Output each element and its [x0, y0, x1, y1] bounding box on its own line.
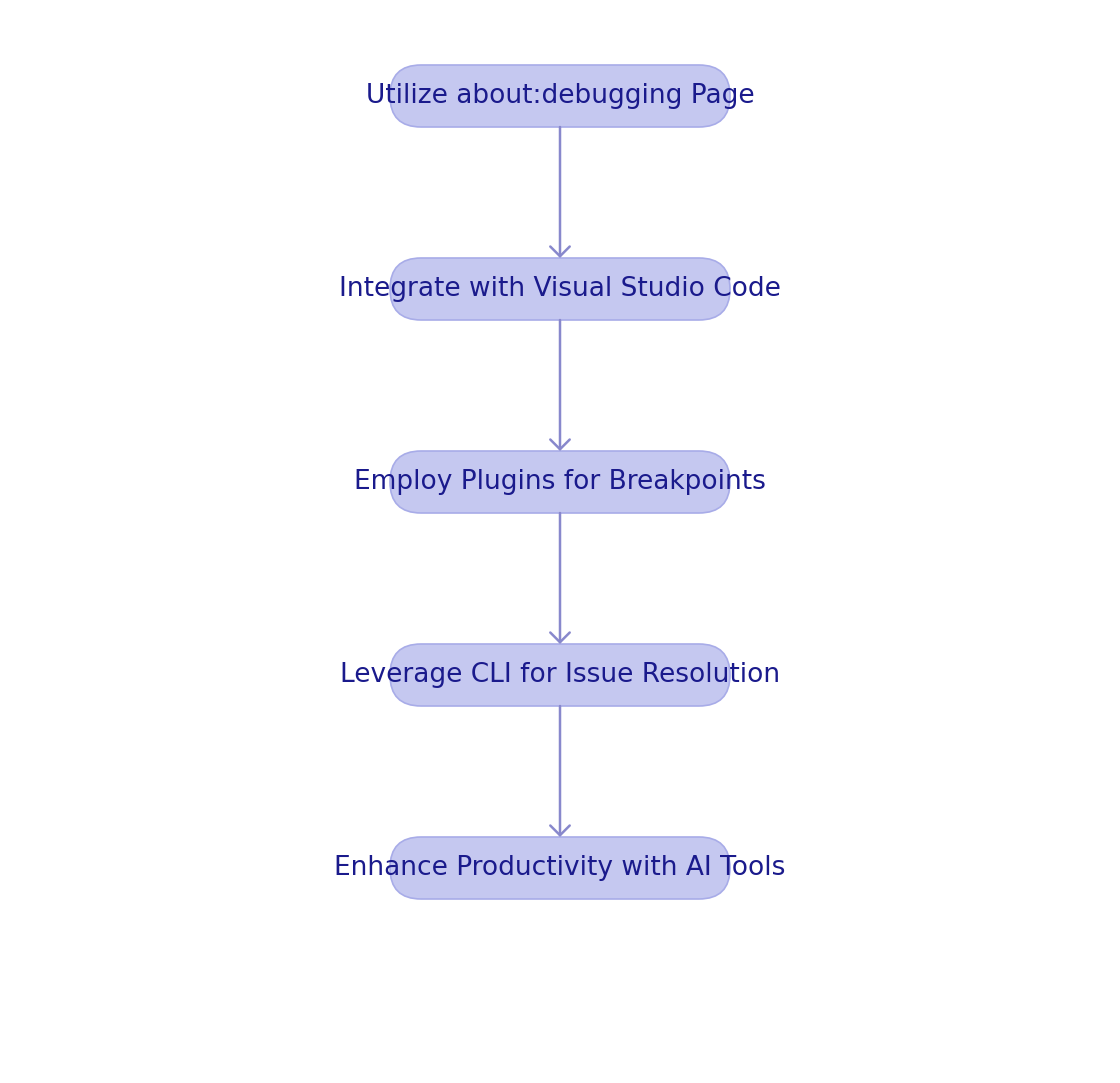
- Text: Enhance Productivity with AI Tools: Enhance Productivity with AI Tools: [334, 854, 786, 880]
- FancyBboxPatch shape: [390, 451, 730, 513]
- FancyBboxPatch shape: [390, 65, 730, 127]
- Text: Utilize about:debugging Page: Utilize about:debugging Page: [366, 83, 754, 109]
- Text: Leverage CLI for Issue Resolution: Leverage CLI for Issue Resolution: [340, 662, 780, 688]
- Text: Employ Plugins for Breakpoints: Employ Plugins for Breakpoints: [354, 469, 766, 495]
- FancyBboxPatch shape: [390, 258, 730, 319]
- FancyBboxPatch shape: [390, 837, 730, 899]
- FancyBboxPatch shape: [390, 644, 730, 706]
- Text: Integrate with Visual Studio Code: Integrate with Visual Studio Code: [339, 276, 781, 302]
